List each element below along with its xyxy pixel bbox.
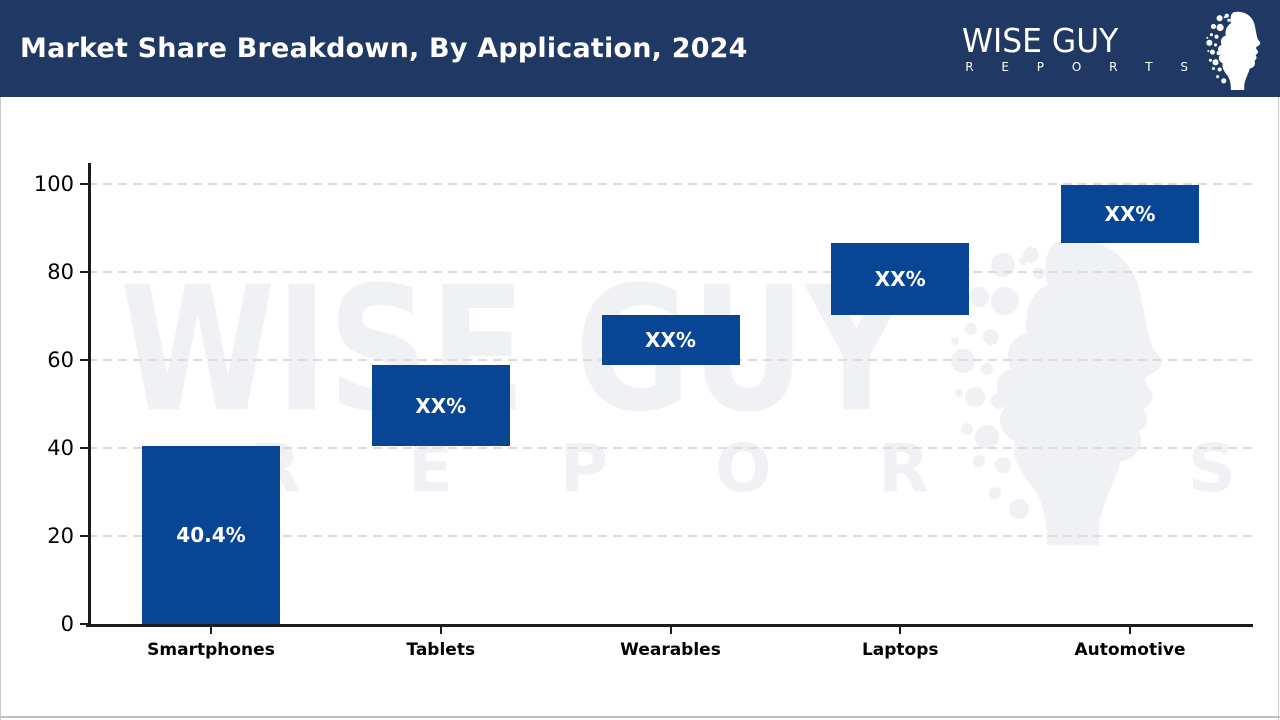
logo-text: WISE GUY R E P O R T S: [962, 20, 1200, 75]
x-axis-label-smartphones: Smartphones: [147, 640, 275, 660]
x-axis-label-laptops: Laptops: [861, 640, 939, 660]
x-tick-mark-automotive: [1129, 627, 1131, 634]
report-header: Market Share Breakdown, By Application, …: [0, 0, 1280, 97]
x-axis-label-automotive: Automotive: [1074, 640, 1186, 660]
bar-segment-wearables: [601, 315, 740, 366]
y-tick-mark-60: [80, 359, 88, 361]
y-tick-label-0: 0: [60, 612, 74, 636]
bar-segment-laptops: [831, 243, 970, 316]
x-tick-mark-smartphones: [210, 627, 212, 634]
frame-bottom-border: [0, 716, 1280, 718]
gridline-20: [88, 535, 1253, 537]
y-axis-line: [88, 163, 91, 627]
x-tick-mark-wearables: [669, 627, 672, 634]
bar-segment-tablets: [371, 365, 510, 447]
frame-left-border: [0, 97, 1, 720]
y-tick-mark-0: [80, 623, 88, 625]
y-tick-label-40: 40: [47, 436, 74, 460]
wise-guy-logo: WISE GUY R E P O R T S: [962, 6, 1266, 92]
bar-segment-smartphones: [142, 446, 280, 624]
bar-value-label-automotive: XX%: [1104, 202, 1156, 227]
bar-value-label-wearables: XX%: [645, 328, 696, 353]
logo-tagline: R E P O R T S: [965, 60, 1200, 75]
x-tick-mark-tablets: [439, 627, 442, 634]
bar-value-label-tablets: XX%: [415, 393, 467, 418]
y-tick-mark-80: [80, 271, 88, 273]
gridline-40: [88, 447, 1253, 449]
page-title: Market Share Breakdown, By Application, …: [20, 33, 748, 64]
gridline-100: [88, 183, 1253, 185]
x-axis-label-wearables: Wearables: [620, 640, 721, 660]
gridline-80: [88, 271, 1253, 273]
x-axis-line: [86, 624, 1253, 627]
y-tick-mark-20: [80, 535, 88, 537]
y-tick-label-60: 60: [47, 348, 74, 372]
bar-value-label-laptops: XX%: [874, 267, 926, 292]
logo-face-icon: [1206, 11, 1261, 90]
y-tick-mark-100: [80, 183, 88, 185]
frame-right-border: [1278, 97, 1279, 720]
x-axis-label-tablets: Tablets: [406, 640, 476, 660]
y-tick-mark-40: [80, 447, 88, 449]
bar-segment-automotive: [1061, 184, 1199, 244]
bar-value-label-smartphones: 40.4%: [176, 523, 246, 548]
x-tick-mark-laptops: [899, 627, 902, 634]
y-tick-label-100: 100: [33, 172, 74, 196]
y-tick-label-80: 80: [47, 260, 74, 284]
watermark-brand-text: WISE GUY: [120, 249, 908, 450]
y-tick-label-20: 20: [47, 524, 74, 548]
logo-brand-name: WISE GUY: [962, 20, 1119, 60]
